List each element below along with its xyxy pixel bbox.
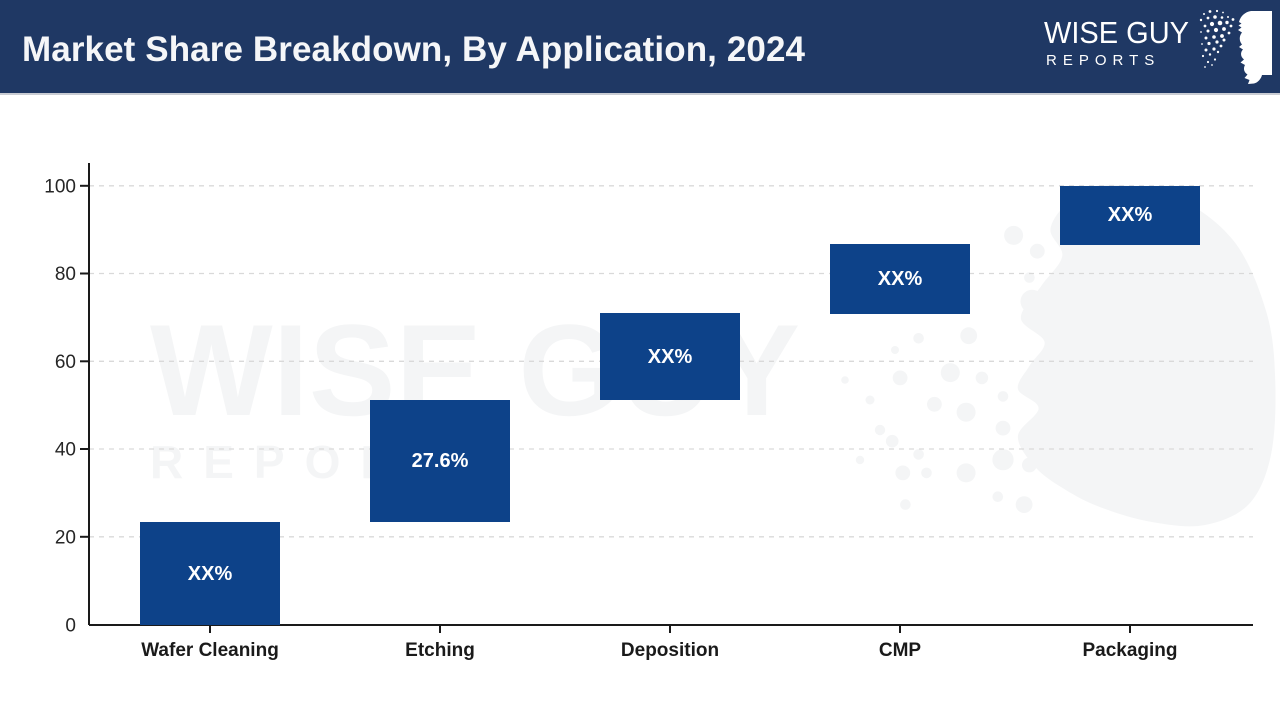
svg-text:100: 100 bbox=[44, 177, 76, 198]
svg-text:Packaging: Packaging bbox=[1082, 640, 1177, 661]
svg-text:XX%: XX% bbox=[188, 563, 233, 585]
svg-text:40: 40 bbox=[55, 440, 76, 461]
svg-text:27.6%: 27.6% bbox=[412, 450, 469, 472]
svg-text:80: 80 bbox=[55, 264, 76, 285]
svg-text:XX%: XX% bbox=[878, 268, 923, 290]
svg-text:Wafer Cleaning: Wafer Cleaning bbox=[141, 640, 279, 661]
svg-text:XX%: XX% bbox=[1108, 204, 1153, 226]
svg-text:Deposition: Deposition bbox=[621, 640, 719, 661]
svg-text:0: 0 bbox=[65, 615, 76, 636]
svg-text:20: 20 bbox=[55, 528, 76, 549]
svg-text:CMP: CMP bbox=[879, 640, 922, 661]
svg-text:Etching: Etching bbox=[405, 640, 475, 661]
svg-text:60: 60 bbox=[55, 352, 76, 373]
svg-text:XX%: XX% bbox=[648, 346, 693, 368]
